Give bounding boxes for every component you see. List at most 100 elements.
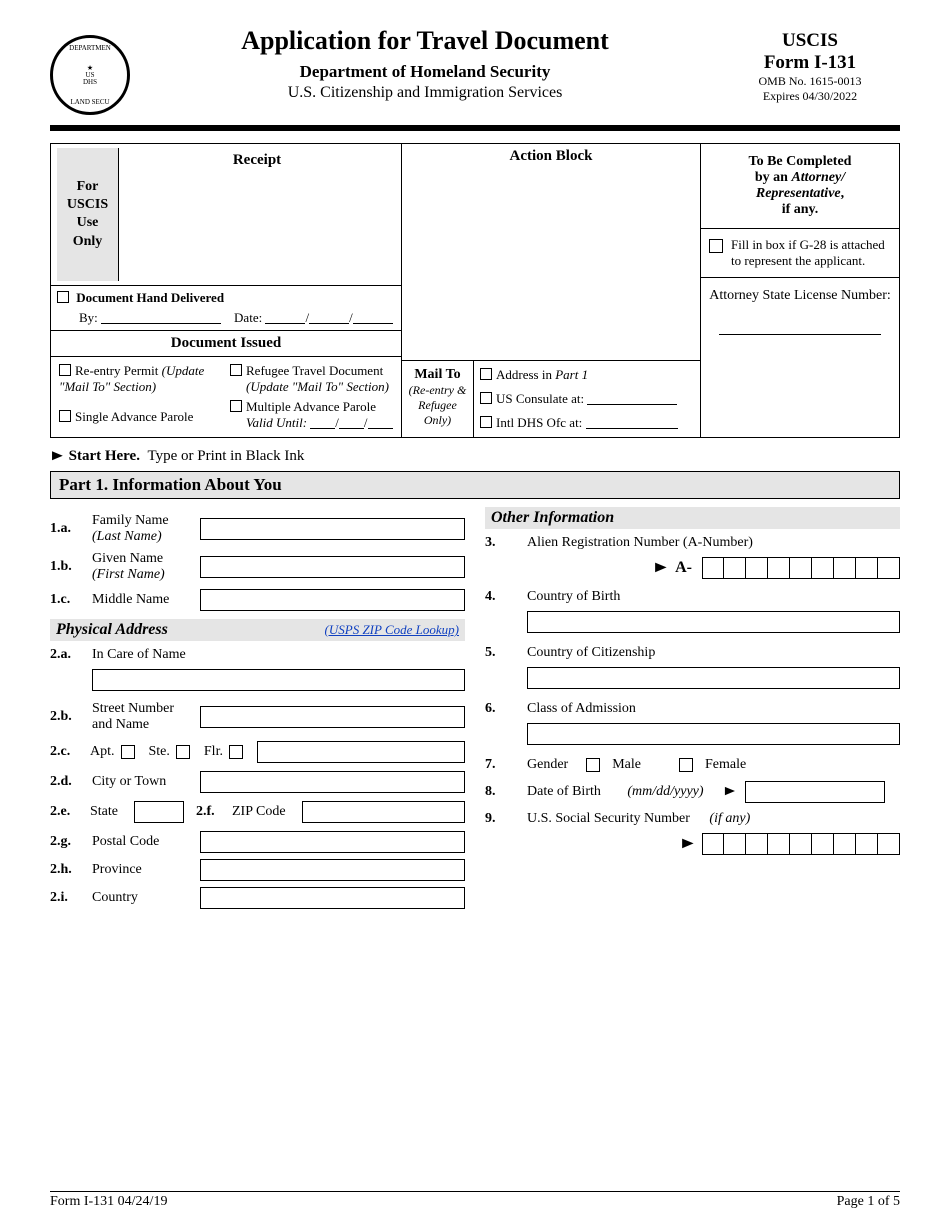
addr-part1-checkbox[interactable] bbox=[480, 368, 492, 380]
doc-hand-delivered-checkbox[interactable] bbox=[57, 291, 69, 303]
date-dd[interactable] bbox=[309, 323, 349, 324]
family-name-input[interactable] bbox=[200, 518, 465, 540]
intl-dhs-checkbox[interactable] bbox=[480, 416, 492, 428]
ssn-input[interactable] bbox=[702, 833, 900, 855]
gender-male-checkbox[interactable] bbox=[586, 758, 600, 772]
mail-to-label: Mail To (Re-entry & Refugee Only) bbox=[402, 361, 474, 437]
refugee-doc-checkbox[interactable] bbox=[230, 364, 242, 376]
receipt-heading: Receipt bbox=[119, 148, 395, 169]
street-input[interactable] bbox=[200, 706, 465, 728]
start-here-row: ► Start Here. Type or Print in Black Ink bbox=[50, 448, 900, 465]
valid-yy[interactable] bbox=[368, 428, 393, 429]
footer-form-id: Form I-131 04/24/19 bbox=[50, 1194, 167, 1210]
usps-zip-lookup-link[interactable]: (USPS ZIP Code Lookup) bbox=[325, 622, 459, 638]
omb-number: OMB No. 1615-0013 bbox=[720, 74, 900, 89]
g28-label: Fill in box if G-28 is attached to repre… bbox=[731, 237, 891, 269]
q8-label: Date of Birth bbox=[527, 784, 601, 800]
attorney-license-label: Attorney State License Number: bbox=[709, 288, 891, 304]
province-input[interactable] bbox=[200, 859, 465, 881]
zip-input[interactable] bbox=[302, 801, 465, 823]
q3-label: Alien Registration Number (A-Number) bbox=[527, 535, 753, 551]
dob-format: (mm/dd/yyyy) bbox=[627, 784, 703, 800]
date-mm[interactable] bbox=[265, 323, 305, 324]
q9-label: U.S. Social Security Number bbox=[527, 811, 690, 827]
right-form-column: Other Information 3. Alien Registration … bbox=[485, 507, 900, 916]
attorney-heading: To Be Completed by an Attorney/ Represen… bbox=[701, 144, 899, 229]
us-consulate-field[interactable] bbox=[587, 404, 677, 405]
female-label: Female bbox=[705, 757, 746, 773]
document-issued-heading: Document Issued bbox=[51, 331, 401, 357]
q2d-label: City or Town bbox=[92, 774, 192, 790]
country-birth-input[interactable] bbox=[527, 611, 900, 633]
q5-num: 5. bbox=[485, 645, 519, 661]
q8-num: 8. bbox=[485, 784, 519, 800]
start-here-label: Start Here. bbox=[69, 448, 140, 464]
flr-checkbox[interactable] bbox=[229, 745, 243, 759]
q2b-label: Street Number and Name bbox=[92, 701, 192, 733]
male-label: Male bbox=[612, 757, 641, 773]
us-consulate-checkbox[interactable] bbox=[480, 392, 492, 404]
q2h-label: Province bbox=[92, 862, 192, 878]
arrow-icon: ► bbox=[679, 835, 698, 853]
g28-checkbox[interactable] bbox=[709, 239, 723, 253]
uscis-use-only-block: For USCIS Use Only Receipt Document Hand… bbox=[50, 143, 900, 438]
other-info-heading: Other Information bbox=[491, 509, 614, 527]
addr-part1-label: Address in bbox=[496, 367, 552, 382]
ste-checkbox[interactable] bbox=[176, 745, 190, 759]
q2f-num: 2.f. bbox=[196, 804, 226, 820]
apt-label: Apt. bbox=[90, 744, 115, 760]
intl-dhs-field[interactable] bbox=[586, 428, 678, 429]
refugee-note: (Update "Mail To" Section) bbox=[246, 379, 389, 394]
date-yy[interactable] bbox=[353, 323, 393, 324]
q2c-num: 2.c. bbox=[50, 744, 84, 760]
a-number-input[interactable] bbox=[702, 557, 900, 579]
country-input[interactable] bbox=[200, 887, 465, 909]
q3-num: 3. bbox=[485, 535, 519, 551]
single-parole-checkbox[interactable] bbox=[59, 410, 71, 422]
apt-checkbox[interactable] bbox=[121, 745, 135, 759]
city-input[interactable] bbox=[200, 771, 465, 793]
by-field[interactable] bbox=[101, 323, 221, 324]
class-admission-input[interactable] bbox=[527, 723, 900, 745]
page-footer: Form I-131 04/24/19 Page 1 of 5 bbox=[50, 1191, 900, 1210]
q2e-num: 2.e. bbox=[50, 804, 84, 820]
postal-code-input[interactable] bbox=[200, 831, 465, 853]
agency-name: U.S. Citizenship and Immigration Service… bbox=[130, 84, 720, 102]
intl-dhs-label: Intl DHS Ofc at: bbox=[496, 415, 582, 430]
q2i-label: Country bbox=[92, 890, 192, 906]
arrow-icon: ► bbox=[49, 448, 67, 465]
single-parole-label: Single Advance Parole bbox=[75, 409, 193, 424]
middle-name-input[interactable] bbox=[200, 589, 465, 611]
q1b-num: 1.b. bbox=[50, 559, 84, 575]
q9-num: 9. bbox=[485, 811, 519, 827]
given-name-input[interactable] bbox=[200, 556, 465, 578]
valid-until-label: Valid Until: bbox=[246, 415, 307, 430]
country-citizenship-input[interactable] bbox=[527, 667, 900, 689]
form-id-block: USCIS Form I-131 OMB No. 1615-0013 Expir… bbox=[720, 30, 900, 104]
a-prefix: A- bbox=[675, 559, 692, 577]
dept-name: Department of Homeland Security bbox=[130, 62, 720, 82]
reentry-permit-checkbox[interactable] bbox=[59, 364, 71, 376]
apt-number-input[interactable] bbox=[257, 741, 465, 763]
flr-label: Flr. bbox=[204, 744, 223, 760]
multi-parole-checkbox[interactable] bbox=[230, 400, 242, 412]
refugee-doc-label: Refugee Travel Document bbox=[246, 363, 383, 378]
q2a-num: 2.a. bbox=[50, 647, 84, 663]
q2a-label: In Care of Name bbox=[92, 647, 186, 663]
attorney-license-field[interactable] bbox=[719, 334, 881, 335]
us-consulate-label: US Consulate at: bbox=[496, 391, 584, 406]
valid-dd[interactable] bbox=[339, 428, 364, 429]
dob-input[interactable] bbox=[745, 781, 885, 803]
gender-female-checkbox[interactable] bbox=[679, 758, 693, 772]
q1b-label: Given Name(First Name) bbox=[92, 551, 192, 583]
q5-label: Country of Citizenship bbox=[527, 645, 655, 661]
physical-address-heading: Physical Address bbox=[56, 621, 168, 639]
state-input[interactable] bbox=[134, 801, 184, 823]
multi-parole-label: Multiple Advance Parole bbox=[246, 399, 376, 414]
page-header: DEPARTMEN ★USDHS LAND SECU Application f… bbox=[50, 20, 900, 115]
q1c-label: Middle Name bbox=[92, 592, 192, 608]
q2i-num: 2.i. bbox=[50, 890, 84, 906]
valid-mm[interactable] bbox=[310, 428, 335, 429]
in-care-of-input[interactable] bbox=[92, 669, 465, 691]
q2g-label: Postal Code bbox=[92, 834, 192, 850]
